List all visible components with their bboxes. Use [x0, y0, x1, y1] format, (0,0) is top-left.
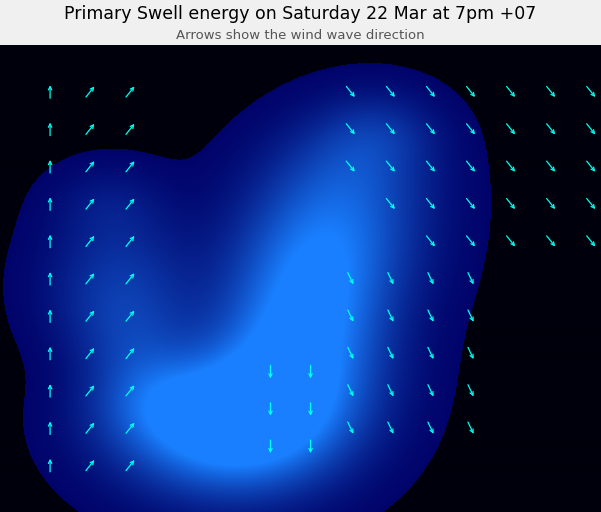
Text: Primary Swell energy on Saturday 22 Mar at 7pm +07: Primary Swell energy on Saturday 22 Mar … [64, 6, 537, 24]
Text: Arrows show the wind wave direction: Arrows show the wind wave direction [176, 29, 425, 41]
